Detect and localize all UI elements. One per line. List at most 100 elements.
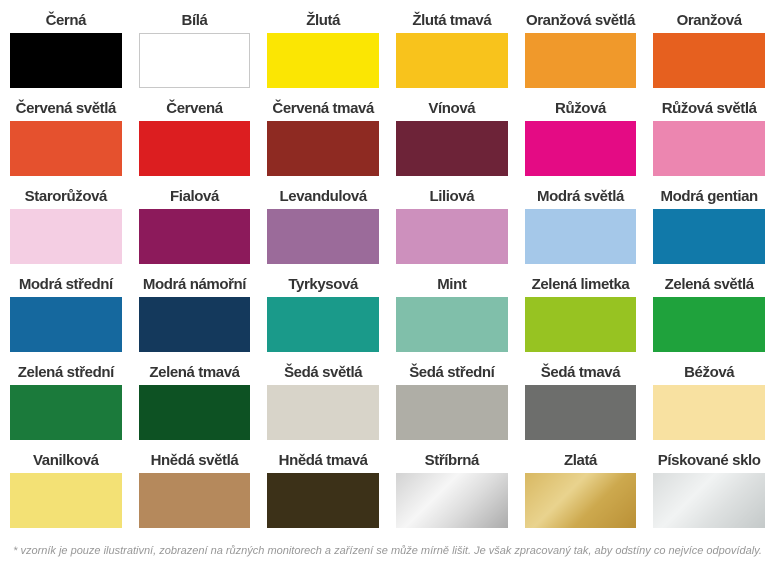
swatch-label: Červená	[166, 100, 223, 118]
swatch-label: Oranžová	[676, 12, 743, 30]
swatch-color	[395, 121, 508, 176]
swatch-label: Šedá tmavá	[540, 364, 621, 382]
swatch-color	[138, 33, 251, 88]
swatch-label: Růžová	[555, 100, 606, 118]
swatch-label: Zelená limetka	[531, 276, 630, 294]
swatch-cell: Mint	[395, 264, 508, 352]
swatch-label: Mint	[437, 276, 467, 294]
swatch-cell: Modrá střední	[10, 264, 122, 352]
swatch-color	[395, 209, 508, 264]
swatch-color	[395, 473, 508, 528]
swatch-label: Modrá světlá	[537, 188, 624, 206]
swatch-cell: Zelená světlá	[653, 264, 765, 352]
swatch-cell: Růžová světlá	[653, 88, 765, 176]
swatch-color	[138, 473, 251, 528]
swatch-cell: Červená	[138, 88, 251, 176]
swatch-label: Pískované sklo	[657, 452, 761, 470]
swatch-label: Hnědá světlá	[150, 452, 239, 470]
swatch-cell: Zelená střední	[10, 352, 122, 440]
swatch-color	[138, 121, 251, 176]
swatch-color	[10, 473, 122, 528]
swatch-label: Vanilková	[33, 452, 99, 470]
swatch-label: Modrá gentian	[660, 188, 759, 206]
swatch-label: Zelená střední	[17, 364, 115, 382]
swatch-label: Vínová	[428, 100, 476, 118]
swatch-label: Oranžová světlá	[525, 12, 636, 30]
swatch-color	[138, 209, 251, 264]
swatch-color	[524, 385, 637, 440]
swatch-label: Levandulová	[279, 188, 368, 206]
swatch-color	[653, 473, 765, 528]
swatch-cell: Liliová	[395, 176, 508, 264]
swatch-cell: Starorůžová	[10, 176, 122, 264]
swatch-cell: Tyrkysová	[267, 264, 379, 352]
swatch-label: Šedá střední	[409, 364, 495, 382]
swatch-cell: Hnědá tmavá	[267, 440, 379, 528]
footer-note: * vzorník je pouze ilustrativní, zobraze…	[13, 545, 762, 557]
swatch-cell: Žlutá	[267, 0, 379, 88]
swatch-cell: Vanilková	[10, 440, 122, 528]
swatch-label: Zlatá	[563, 452, 597, 470]
swatch-label: Červená tmavá	[272, 100, 374, 118]
swatch-cell: Modrá námořní	[138, 264, 251, 352]
swatch-label: Fialová	[170, 188, 219, 206]
swatch-color	[524, 473, 637, 528]
swatch-label: Růžová světlá	[661, 100, 757, 118]
swatch-color	[267, 473, 379, 528]
swatch-cell: Zlatá	[524, 440, 637, 528]
swatch-color	[267, 385, 379, 440]
swatch-cell: Hnědá světlá	[138, 440, 251, 528]
swatch-color	[524, 297, 637, 352]
swatch-cell: Pískované sklo	[653, 440, 765, 528]
swatch-label: Žlutá tmavá	[412, 12, 492, 30]
swatch-label: Béžová	[684, 364, 735, 382]
swatch-cell: Černá	[10, 0, 122, 88]
swatch-color	[653, 33, 765, 88]
swatch-color	[267, 297, 379, 352]
swatch-color	[10, 385, 122, 440]
swatch-label: Bílá	[181, 12, 208, 30]
swatch-label: Modrá námořní	[142, 276, 247, 294]
swatch-color	[524, 209, 637, 264]
swatch-color	[138, 385, 251, 440]
swatch-color	[267, 121, 379, 176]
swatch-label: Zelená světlá	[664, 276, 754, 294]
swatch-cell: Zelená tmavá	[138, 352, 251, 440]
swatch-cell: Červená tmavá	[267, 88, 379, 176]
swatch-label: Liliová	[429, 188, 475, 206]
swatch-label: Modrá střední	[18, 276, 113, 294]
swatch-color	[653, 209, 765, 264]
swatch-color	[267, 209, 379, 264]
swatch-cell: Šedá tmavá	[524, 352, 637, 440]
swatch-color	[395, 297, 508, 352]
swatch-label: Stříbrná	[424, 452, 480, 470]
swatch-color	[395, 33, 508, 88]
swatch-color	[653, 385, 765, 440]
swatch-label: Šedá světlá	[284, 364, 363, 382]
swatch-color	[10, 209, 122, 264]
swatch-cell: Fialová	[138, 176, 251, 264]
swatch-cell: Bílá	[138, 0, 251, 88]
swatch-label: Hnědá tmavá	[278, 452, 368, 470]
swatch-label: Tyrkysová	[288, 276, 358, 294]
swatch-color	[10, 297, 122, 352]
swatch-cell: Šedá světlá	[267, 352, 379, 440]
swatch-cell: Vínová	[395, 88, 508, 176]
swatch-cell: Červená světlá	[10, 88, 122, 176]
swatch-grid: Černá Bílá Žlutá Žlutá tmavá Oranžová světlá…	[10, 0, 765, 528]
swatch-cell: Modrá gentian	[653, 176, 765, 264]
swatch-cell: Béžová	[653, 352, 765, 440]
swatch-cell: Šedá střední	[395, 352, 508, 440]
swatch-color	[10, 121, 122, 176]
swatch-cell: Zelená limetka	[524, 264, 637, 352]
swatch-cell: Žlutá tmavá	[395, 0, 508, 88]
swatch-cell: Oranžová	[653, 0, 765, 88]
swatch-cell: Oranžová světlá	[524, 0, 637, 88]
color-sample-chart: Černá Bílá Žlutá Žlutá tmavá Oranžová světlá…	[10, 0, 765, 557]
swatch-color	[653, 121, 765, 176]
swatch-cell: Modrá světlá	[524, 176, 637, 264]
swatch-color	[395, 385, 508, 440]
swatch-label: Zelená tmavá	[149, 364, 240, 382]
swatch-cell: Levandulová	[267, 176, 379, 264]
swatch-color	[10, 33, 122, 88]
